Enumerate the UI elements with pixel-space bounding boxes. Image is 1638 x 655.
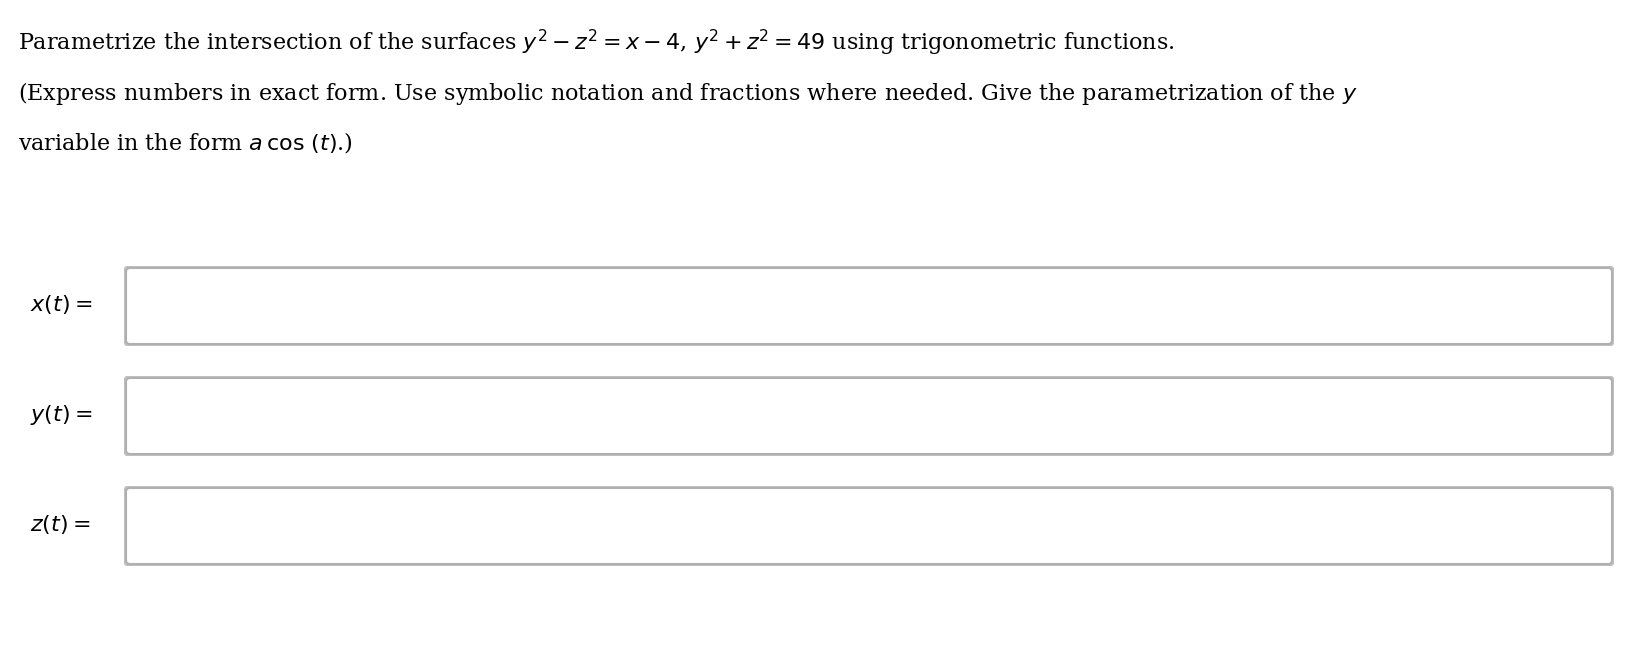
Text: Parametrize the intersection of the surfaces $y^2 - z^2 = x - 4$, $y^2 + z^2 = 4: Parametrize the intersection of the surf… (18, 28, 1174, 58)
FancyBboxPatch shape (124, 376, 1613, 456)
FancyBboxPatch shape (124, 266, 1613, 346)
Text: (Express numbers in exact form. Use symbolic notation and fractions where needed: (Express numbers in exact form. Use symb… (18, 80, 1358, 107)
FancyBboxPatch shape (129, 382, 1609, 450)
Text: $x(t) =$: $x(t) =$ (29, 293, 92, 316)
FancyBboxPatch shape (126, 378, 1612, 454)
Text: variable in the form $a\,\cos\,(t)$.): variable in the form $a\,\cos\,(t)$.) (18, 130, 352, 155)
Text: $y(t) =$: $y(t) =$ (29, 403, 92, 427)
Text: $z(t) =$: $z(t) =$ (29, 514, 90, 536)
FancyBboxPatch shape (129, 272, 1609, 340)
FancyBboxPatch shape (129, 492, 1609, 560)
FancyBboxPatch shape (126, 488, 1612, 564)
FancyBboxPatch shape (124, 486, 1613, 566)
FancyBboxPatch shape (126, 268, 1612, 344)
